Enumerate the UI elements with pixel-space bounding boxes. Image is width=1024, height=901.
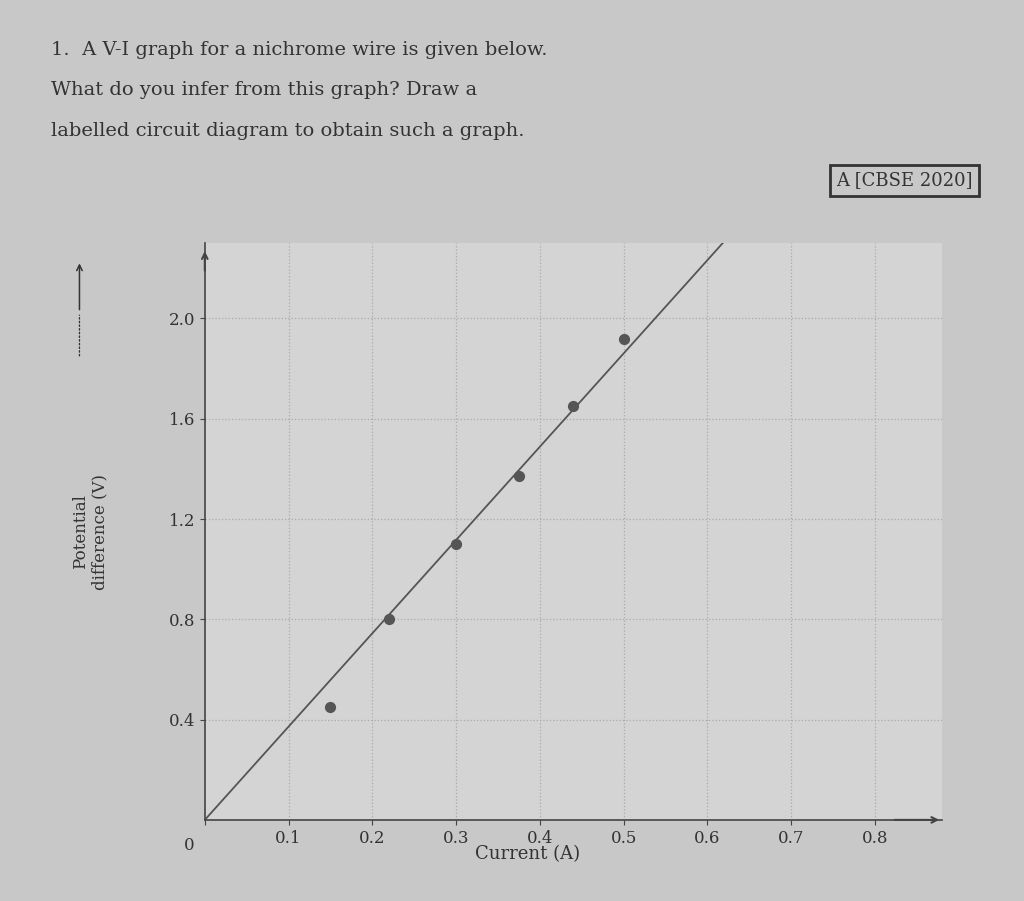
Point bbox=[511, 469, 527, 484]
Point bbox=[615, 332, 632, 346]
Point bbox=[323, 700, 339, 714]
Text: 1.  A V-I graph for a nichrome wire is given below.: 1. A V-I graph for a nichrome wire is gi… bbox=[51, 41, 548, 59]
Text: Current (A): Current (A) bbox=[475, 845, 580, 863]
Point bbox=[381, 612, 397, 626]
Text: Potential
difference (V): Potential difference (V) bbox=[73, 474, 109, 589]
Text: labelled circuit diagram to obtain such a graph.: labelled circuit diagram to obtain such … bbox=[51, 122, 524, 140]
Text: 0: 0 bbox=[184, 837, 195, 854]
Point bbox=[447, 537, 464, 551]
Text: What do you infer from this graph? Draw a: What do you infer from this graph? Draw … bbox=[51, 81, 477, 99]
Text: A [CBSE 2020]: A [CBSE 2020] bbox=[837, 171, 973, 189]
Point bbox=[565, 399, 582, 414]
